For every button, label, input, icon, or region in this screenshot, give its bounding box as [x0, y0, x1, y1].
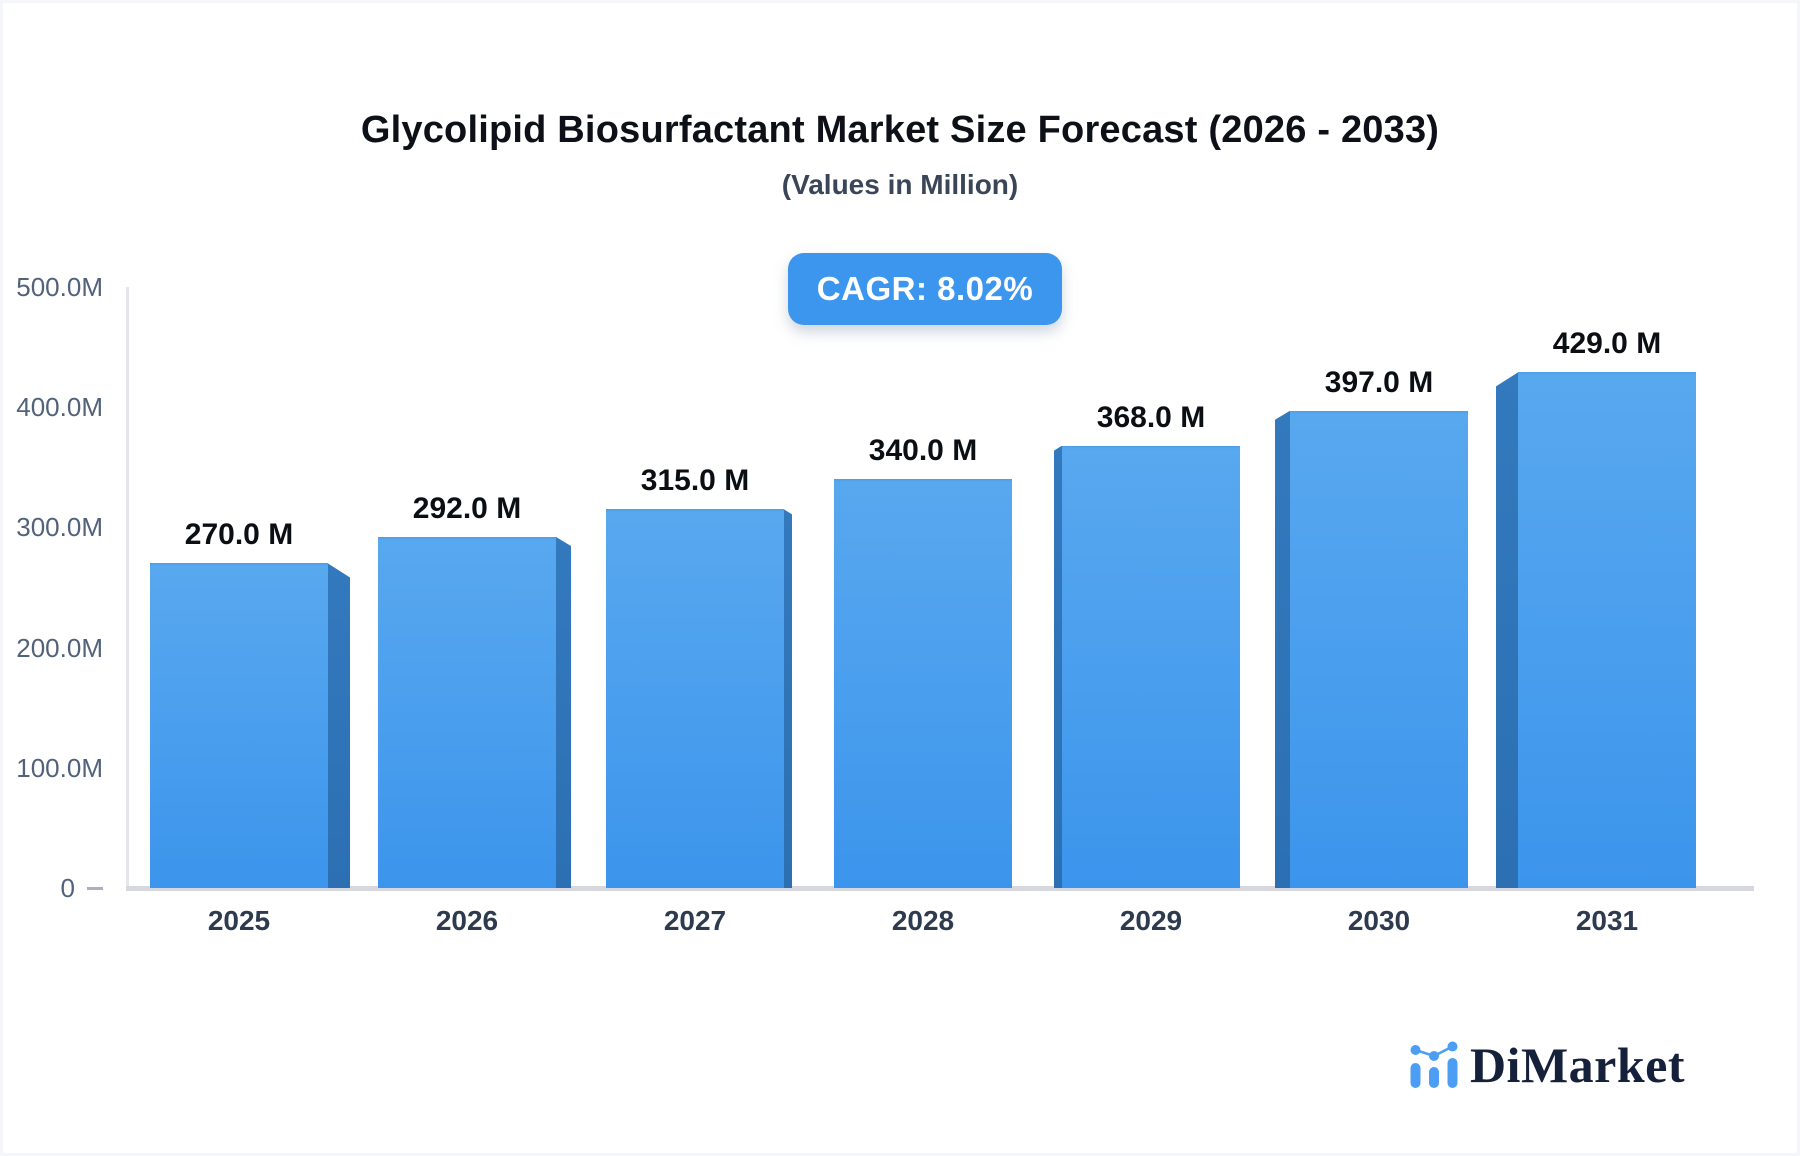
x-tick-label: 2027 — [663, 905, 727, 936]
dimarket-logo-text: DiMarket — [1469, 1037, 1685, 1093]
cagr-badge: CAGR: 8.02% — [788, 253, 1062, 325]
y-tick-text: 500.0M — [16, 272, 103, 302]
bar-value-label: 270.0 M — [184, 518, 294, 552]
bar-value-label: 397.0 M — [1324, 365, 1434, 399]
chart-subtitle: (Values in Million) — [781, 169, 1019, 200]
y-tick-text: 0 — [60, 873, 75, 903]
mini-bar-chart-icon — [1410, 1041, 1458, 1088]
zero-tick-dash — [87, 886, 103, 890]
x-tick-label: 2030 — [1347, 905, 1411, 936]
bar-2027 — [606, 509, 784, 888]
bar-3d-side — [328, 563, 350, 888]
dimarket-logo: DiMarket — [1410, 1039, 1685, 1091]
bar-3d-side — [1054, 445, 1062, 888]
y-tick-label: 500.0M — [3, 271, 103, 303]
bar-3d-side — [1496, 372, 1518, 888]
y-tick-label: 200.0M — [3, 632, 103, 664]
y-tick-label: 0 — [3, 872, 103, 904]
bar-value-label: 368.0 M — [1096, 400, 1206, 434]
bar-3d-side — [784, 509, 792, 888]
x-axis-line — [126, 886, 1754, 891]
y-tick-text: 300.0M — [16, 512, 103, 543]
x-tick-label: 2025 — [207, 905, 271, 936]
x-tick-label: 2026 — [435, 905, 499, 936]
y-tick-text: 200.0M — [16, 632, 103, 663]
chart-title: Glycolipid Biosurfactant Market Size For… — [360, 109, 1440, 151]
bar-3d-side — [556, 537, 571, 888]
y-tick-text: 400.0M — [16, 392, 103, 423]
bar-2025 — [150, 563, 328, 888]
x-tick-label: 2028 — [891, 905, 955, 936]
x-tick-label: 2029 — [1119, 905, 1183, 936]
y-tick-label: 300.0M — [3, 511, 103, 543]
y-tick-label: 400.0M — [3, 391, 103, 423]
bar-2026 — [378, 537, 556, 888]
bar-2030 — [1290, 410, 1468, 888]
bar-value-label: 429.0 M — [1552, 327, 1662, 361]
y-tick-label: 100.0M — [3, 752, 103, 784]
bar-value-label: 315.0 M — [640, 464, 750, 498]
bar-value-label: 292.0 M — [412, 492, 522, 526]
y-axis-line — [126, 287, 129, 891]
bar-2028 — [834, 479, 1012, 888]
y-tick-text: 100.0M — [16, 752, 103, 783]
bar-3d-side — [1275, 410, 1290, 888]
x-tick-label: 2031 — [1575, 905, 1639, 936]
bar-2029 — [1062, 445, 1240, 888]
bar-2031 — [1518, 372, 1696, 888]
bar-value-label: 340.0 M — [868, 434, 978, 468]
